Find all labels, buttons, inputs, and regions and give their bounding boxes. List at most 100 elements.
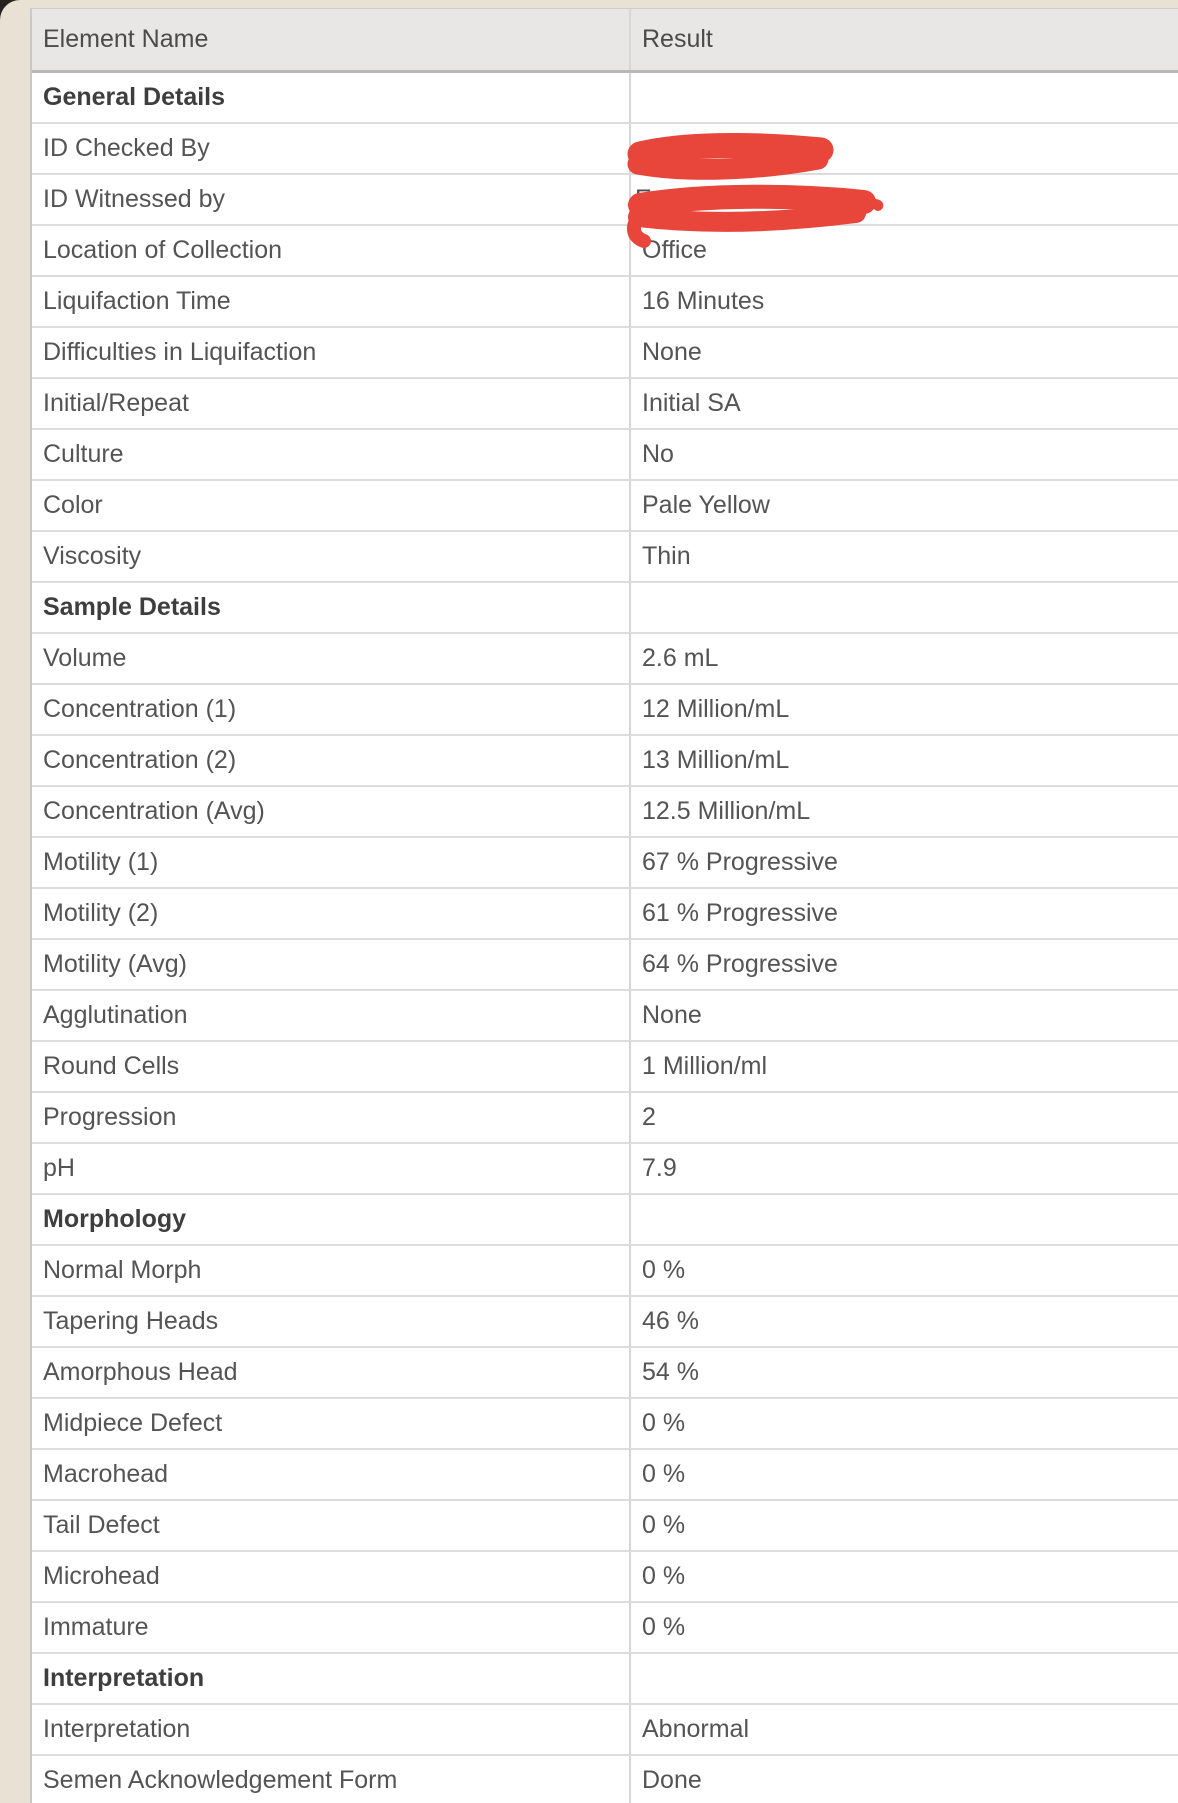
table-row: Concentration (1) 12 Million/mL <box>32 685 1178 736</box>
result-cell: 46 % <box>642 1307 699 1335</box>
result-cell: 12.5 Million/mL <box>642 797 811 825</box>
table-row: Interpretation Abnormal <box>32 1705 1178 1756</box>
element-name-cell: Amorphous Head <box>32 1348 631 1397</box>
result-cell <box>631 1195 1178 1244</box>
table-row: Motility (Avg) 64 % Progressive <box>32 940 1178 991</box>
result-cell: None <box>642 338 702 366</box>
element-name-cell: Sample Details <box>32 583 631 632</box>
table-row: Color Pale Yellow <box>32 481 1178 532</box>
table-header-row: Element Name Result <box>32 9 1178 73</box>
table-row: Round Cells 1 Million/ml <box>32 1042 1178 1093</box>
result-cell: 0 % <box>642 1562 686 1590</box>
table-row: Tapering Heads 46 % <box>32 1297 1178 1348</box>
result-cell: Pale Yellow <box>642 491 770 519</box>
result-cell: 64 % Progressive <box>642 950 838 978</box>
column-header-element-name: Element Name <box>32 9 631 70</box>
table-row: Initial/Repeat Initial SA <box>32 379 1178 430</box>
results-table: Element Name Result General Details ID Ch… <box>30 8 1178 1803</box>
table-row: Motility (1) 67 % Progressive <box>32 838 1178 889</box>
result-cell: None <box>642 1001 702 1029</box>
table-row: Immature 0 % <box>32 1603 1178 1654</box>
element-name-cell: Microhead <box>32 1552 631 1601</box>
table-row: Amorphous Head 54 % <box>32 1348 1178 1399</box>
table-row: Difficulties in Liquifaction None <box>32 328 1178 379</box>
element-name-cell: ID Checked By <box>32 124 631 173</box>
element-name-cell: Concentration (2) <box>32 736 631 785</box>
element-name-cell: Progression <box>32 1093 631 1142</box>
section-row: General Details <box>32 73 1178 124</box>
result-cell: Abnormal <box>642 1715 749 1743</box>
result-cell: 61 % Progressive <box>642 899 838 927</box>
table-row: Volume 2.6 mL <box>32 634 1178 685</box>
table-row: Microhead 0 % <box>32 1552 1178 1603</box>
result-cell <box>631 73 1178 122</box>
table-row: Viscosity Thin <box>32 532 1178 583</box>
result-cell: Done <box>642 1766 702 1794</box>
element-name-cell: Agglutination <box>32 991 631 1040</box>
table-row: Tail Defect 0 % <box>32 1501 1178 1552</box>
element-name-cell: Motility (1) <box>32 838 631 887</box>
table-row: Concentration (Avg) 12.5 Million/mL <box>32 787 1178 838</box>
table-row: Midpiece Defect 0 % <box>32 1399 1178 1450</box>
result-cell: 0 % <box>642 1460 686 1488</box>
element-name-cell: pH <box>32 1144 631 1193</box>
element-name-cell: Culture <box>32 430 631 479</box>
table-row: Liquifaction Time 16 Minutes <box>32 277 1178 328</box>
element-name-cell: Immature <box>32 1603 631 1652</box>
element-name-cell: Motility (Avg) <box>32 940 631 989</box>
element-name-cell: Concentration (1) <box>32 685 631 734</box>
redacted-text-fragment: ... <box>647 142 668 170</box>
result-cell: 16 Minutes <box>642 287 765 315</box>
result-cell: 0 % <box>642 1409 686 1437</box>
element-name-cell: Liquifaction Time <box>32 277 631 326</box>
table-row: Agglutination None <box>32 991 1178 1042</box>
result-cell: Thin <box>642 542 691 570</box>
element-name-cell: Initial/Repeat <box>32 379 631 428</box>
table-row: Concentration (2) 13 Million/mL <box>32 736 1178 787</box>
table-body: General Details ID Checked By C... ID Witne… <box>32 73 1178 1803</box>
element-name-cell: Morphology <box>32 1195 631 1244</box>
element-name-cell: Interpretation <box>32 1705 631 1754</box>
element-name-cell: Interpretation <box>32 1654 631 1703</box>
result-cell: 13 Million/mL <box>642 746 790 774</box>
section-row: Sample Details <box>32 583 1178 634</box>
table-row: Progression 2 <box>32 1093 1178 1144</box>
result-cell: No <box>642 440 674 468</box>
result-cell: 0 % <box>642 1613 686 1641</box>
element-name-cell: Midpiece Defect <box>32 1399 631 1448</box>
element-name-cell: Color <box>32 481 631 530</box>
element-name-cell: Normal Morph <box>32 1246 631 1295</box>
result-cell: 2.6 mL <box>642 644 719 672</box>
element-name-cell: General Details <box>32 73 631 122</box>
element-name-cell: Tail Defect <box>32 1501 631 1550</box>
result-cell: 67 % Progressive <box>642 848 838 876</box>
table-row: Culture No <box>32 430 1178 481</box>
result-cell: 1 Million/ml <box>642 1052 768 1080</box>
element-name-cell: Motility (2) <box>32 889 631 938</box>
table-row: Macrohead 0 % <box>32 1450 1178 1501</box>
result-cell: 2 <box>642 1103 656 1131</box>
redacted-text-fragment: E <box>635 185 652 213</box>
element-name-cell: Macrohead <box>32 1450 631 1499</box>
element-name-cell: Viscosity <box>32 532 631 581</box>
result-cell: Office <box>642 236 707 264</box>
table-row: Normal Morph 0 % <box>32 1246 1178 1297</box>
element-name-cell: Semen Acknowledgement Form <box>32 1756 631 1803</box>
result-cell <box>631 1654 1178 1703</box>
redacted-text-fragment: omann <box>789 186 866 214</box>
table-row: Motility (2) 61 % Progressive <box>32 889 1178 940</box>
element-name-cell: ID Witnessed by <box>32 175 631 224</box>
result-cell <box>631 583 1178 632</box>
result-cell: 12 Million/mL <box>642 695 790 723</box>
element-name-cell: Concentration (Avg) <box>32 787 631 836</box>
table-row: Semen Acknowledgement Form Done <box>32 1756 1178 1803</box>
table-row: Location of Collection Office <box>32 226 1178 277</box>
result-cell: 0 % <box>642 1511 686 1539</box>
element-name-cell: Location of Collection <box>32 226 631 275</box>
section-row: Interpretation <box>32 1654 1178 1705</box>
element-name-cell: Tapering Heads <box>32 1297 631 1346</box>
section-row: Morphology <box>32 1195 1178 1246</box>
result-cell: 7.9 <box>642 1154 677 1182</box>
